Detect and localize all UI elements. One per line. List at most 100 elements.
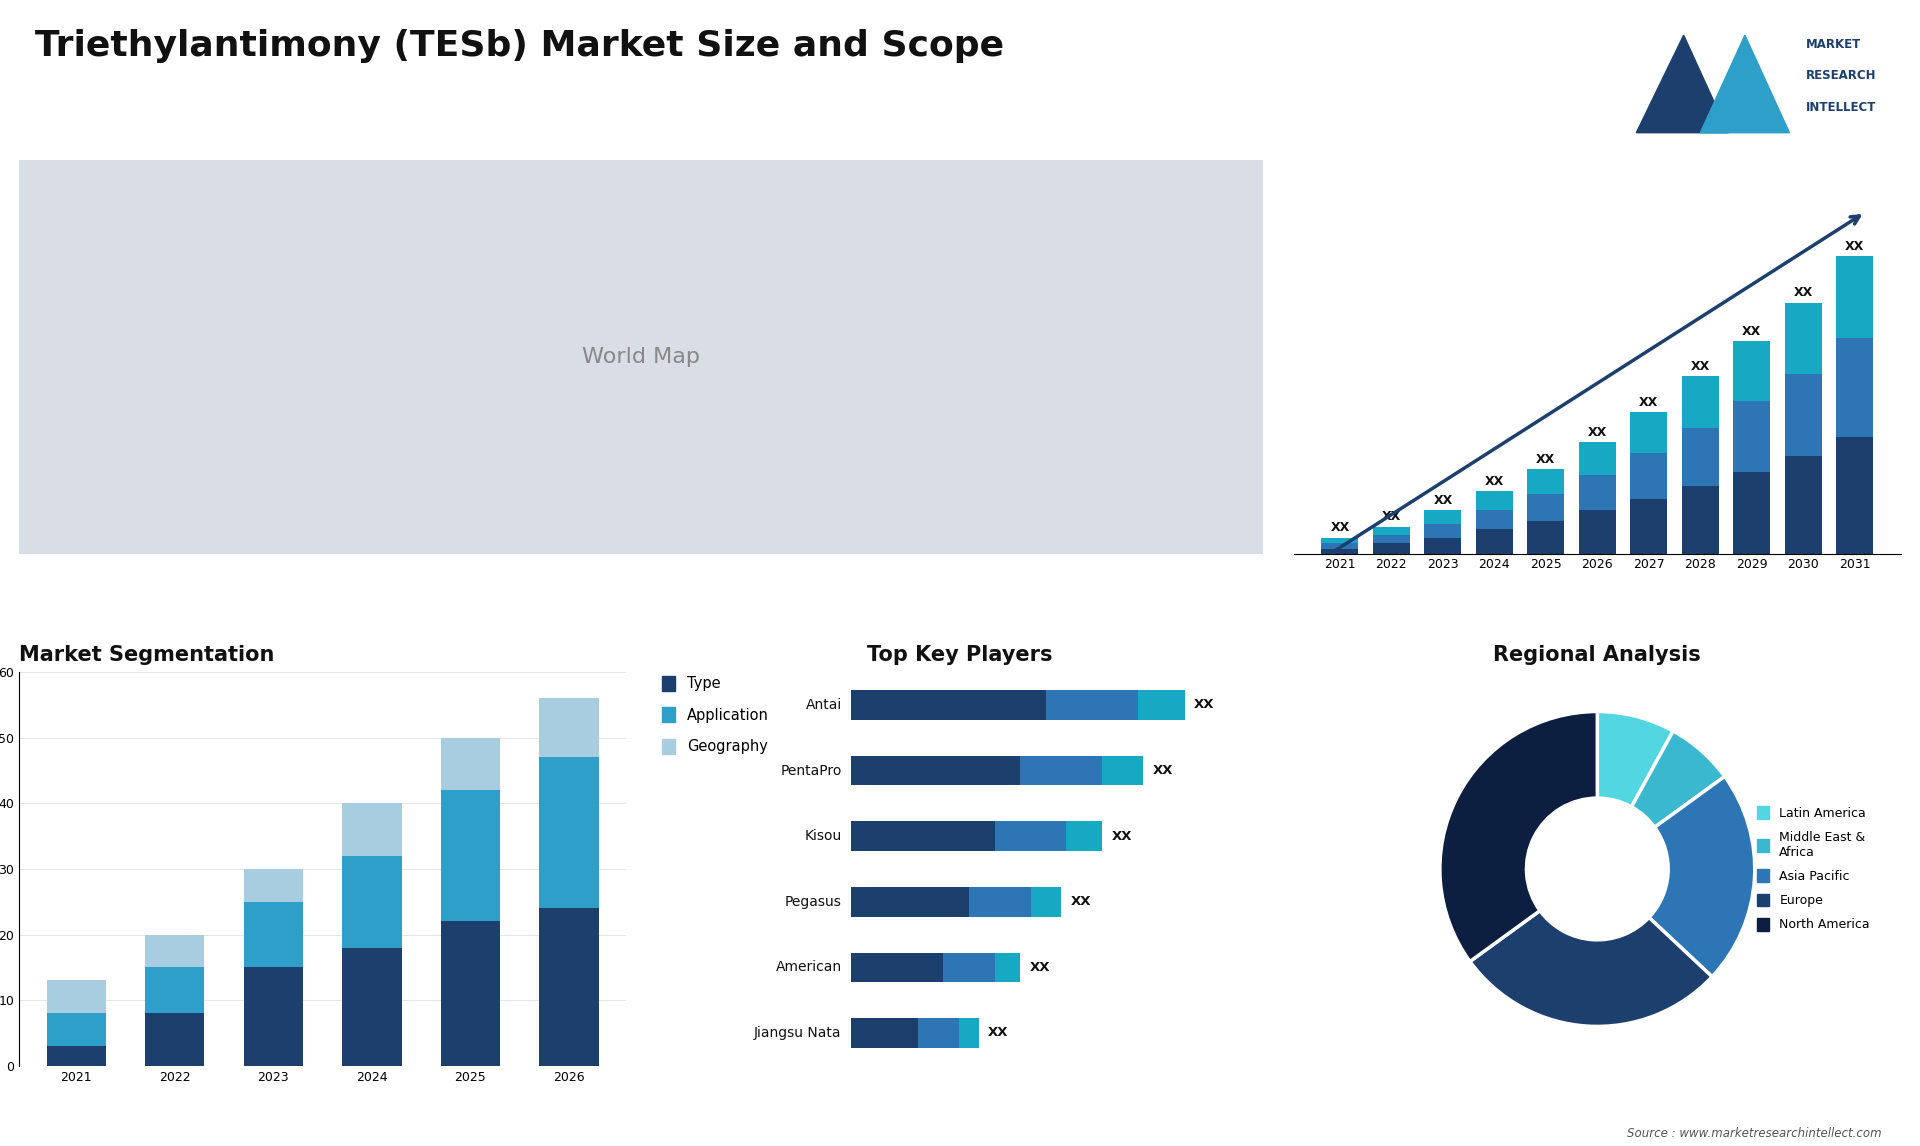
Bar xyxy=(1020,756,1102,785)
Text: MARKET: MARKET xyxy=(1807,38,1860,50)
Bar xyxy=(995,822,1066,851)
Bar xyxy=(1786,456,1822,554)
Bar xyxy=(1321,543,1359,549)
Bar xyxy=(244,902,303,967)
Text: XX: XX xyxy=(1382,510,1402,524)
Bar xyxy=(1476,492,1513,510)
Bar xyxy=(1836,338,1874,437)
Bar xyxy=(1630,453,1667,500)
Text: RESEARCH: RESEARCH xyxy=(1807,70,1876,83)
Bar xyxy=(1031,887,1062,917)
Bar xyxy=(851,952,943,982)
Bar xyxy=(851,822,995,851)
Text: XX: XX xyxy=(1432,494,1453,507)
Bar xyxy=(1526,470,1565,494)
Bar xyxy=(1578,442,1617,474)
Bar xyxy=(1734,472,1770,554)
Text: Jiangsu Nata: Jiangsu Nata xyxy=(755,1026,841,1039)
Wedge shape xyxy=(1632,731,1724,827)
Bar xyxy=(995,952,1020,982)
Bar xyxy=(1734,340,1770,401)
Bar xyxy=(851,1018,918,1047)
Bar xyxy=(1373,527,1409,535)
Bar xyxy=(1682,429,1718,486)
Bar xyxy=(46,1046,106,1066)
Bar xyxy=(1425,524,1461,537)
Bar xyxy=(1526,521,1565,554)
Bar xyxy=(1786,374,1822,456)
Text: INTELLECT: INTELLECT xyxy=(1807,101,1876,115)
Bar xyxy=(244,967,303,1066)
Bar xyxy=(146,967,204,1013)
Bar xyxy=(1102,756,1144,785)
Legend: Type, Application, Geography: Type, Application, Geography xyxy=(659,672,774,759)
Bar xyxy=(1046,690,1139,720)
Wedge shape xyxy=(1597,712,1672,807)
Text: XX: XX xyxy=(1029,960,1050,974)
Bar xyxy=(342,803,401,856)
Text: XX: XX xyxy=(1071,895,1091,909)
Legend: Latin America, Middle East &
Africa, Asia Pacific, Europe, North America: Latin America, Middle East & Africa, Asi… xyxy=(1753,802,1874,935)
Text: XX: XX xyxy=(1741,324,1761,338)
Bar xyxy=(146,1013,204,1066)
Bar xyxy=(1373,535,1409,543)
Bar xyxy=(540,698,599,758)
Text: PentaPro: PentaPro xyxy=(780,763,841,777)
Bar xyxy=(342,856,401,948)
Bar xyxy=(1425,510,1461,524)
Bar xyxy=(442,738,499,791)
Bar xyxy=(1786,303,1822,374)
Text: World Map: World Map xyxy=(582,347,701,367)
Bar xyxy=(1373,543,1409,554)
Bar xyxy=(1630,500,1667,554)
Text: XX: XX xyxy=(1588,425,1607,439)
Bar xyxy=(1836,437,1874,554)
Text: XX: XX xyxy=(1112,830,1133,842)
Bar xyxy=(442,791,499,921)
Text: XX: XX xyxy=(989,1027,1008,1039)
Text: Kisou: Kisou xyxy=(804,830,841,843)
Text: XX: XX xyxy=(1692,360,1711,374)
Bar xyxy=(1526,494,1565,521)
Bar xyxy=(1321,537,1359,543)
Bar xyxy=(540,758,599,909)
Bar xyxy=(851,756,1020,785)
Text: XX: XX xyxy=(1194,698,1213,712)
Text: XX: XX xyxy=(1331,521,1350,534)
Title: Regional Analysis: Regional Analysis xyxy=(1494,645,1701,665)
Bar xyxy=(540,909,599,1066)
Bar xyxy=(1836,256,1874,338)
Text: Antai: Antai xyxy=(804,698,841,712)
Bar xyxy=(970,887,1031,917)
Wedge shape xyxy=(1649,777,1755,976)
Bar xyxy=(46,981,106,1013)
Bar xyxy=(1321,549,1359,554)
Bar xyxy=(1476,510,1513,529)
Bar xyxy=(1682,376,1718,429)
Polygon shape xyxy=(1701,36,1789,133)
Bar xyxy=(1578,510,1617,554)
Bar xyxy=(851,887,970,917)
Text: American: American xyxy=(776,960,841,974)
Bar xyxy=(46,1013,106,1046)
Bar xyxy=(1476,529,1513,554)
Text: Pegasus: Pegasus xyxy=(785,895,841,909)
Bar xyxy=(1425,537,1461,554)
Wedge shape xyxy=(1471,911,1713,1027)
Bar xyxy=(851,690,1046,720)
Text: XX: XX xyxy=(1152,764,1173,777)
Bar xyxy=(1734,401,1770,472)
Bar xyxy=(958,1018,979,1047)
Polygon shape xyxy=(1636,36,1728,133)
Text: XX: XX xyxy=(1793,286,1812,299)
Text: Triethylantimony (TESb) Market Size and Scope: Triethylantimony (TESb) Market Size and … xyxy=(35,29,1004,63)
Title: Top Key Players: Top Key Players xyxy=(868,645,1052,665)
Text: XX: XX xyxy=(1484,474,1503,488)
Bar xyxy=(1578,474,1617,510)
Bar xyxy=(342,948,401,1066)
Bar xyxy=(442,921,499,1066)
Text: Source : www.marketresearchintellect.com: Source : www.marketresearchintellect.com xyxy=(1626,1128,1882,1140)
Text: XX: XX xyxy=(1536,453,1555,466)
Bar xyxy=(943,952,995,982)
Bar xyxy=(918,1018,958,1047)
